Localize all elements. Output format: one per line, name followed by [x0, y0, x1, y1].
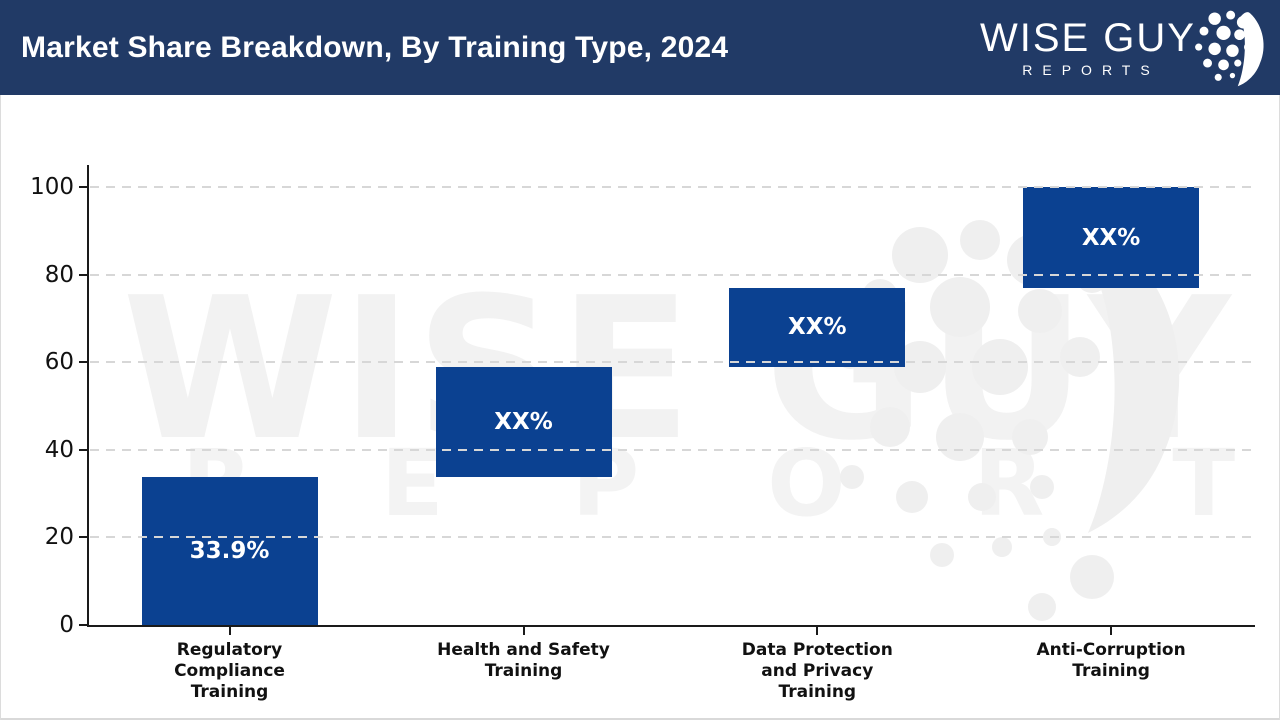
- x-axis-category-label: Anti-Corruption Training: [961, 640, 1261, 682]
- x-tick-mark: [816, 627, 819, 635]
- x-axis-category-label: Regulatory Compliance Training: [80, 640, 380, 703]
- y-tick-label: 100: [30, 174, 74, 200]
- x-axis-category-line: and Privacy: [761, 661, 874, 681]
- gridline: [90, 536, 1254, 539]
- y-tick-mark: [79, 624, 88, 626]
- x-axis-category-line: Training: [778, 682, 857, 702]
- gridline: [90, 361, 1254, 364]
- brand-logo-text: WISE GUY REPORTS: [980, 18, 1196, 78]
- page-title: Market Share Breakdown, By Training Type…: [21, 30, 729, 64]
- bar-segment: XX%: [435, 366, 612, 477]
- x-axis-category-line: Training: [1072, 661, 1150, 681]
- bar-segment: 33.9%: [141, 476, 318, 625]
- x-axis-category-line: Training: [190, 682, 269, 702]
- x-axis-category-line: Regulatory: [176, 640, 283, 660]
- x-axis-category-label: Data Protection and Privacy Training: [667, 640, 967, 703]
- header: Market Share Breakdown, By Training Type…: [0, 0, 1280, 95]
- y-tick-mark: [79, 273, 88, 276]
- bar-segment: XX%: [1023, 187, 1200, 289]
- y-tick-label: 80: [44, 261, 74, 288]
- bar-value-label: 33.9%: [189, 537, 270, 564]
- x-axis-category-line: Health and Safety: [437, 640, 610, 660]
- brand-logo: WISE GUY REPORTS: [980, 4, 1268, 92]
- y-tick-mark: [79, 361, 88, 364]
- bar-value-label: XX%: [788, 314, 847, 341]
- x-axis-line: [87, 625, 1255, 627]
- x-axis-category-line: Anti-Corruption: [1036, 640, 1186, 660]
- y-tick-label: 40: [44, 436, 74, 463]
- x-axis-category-line: Compliance: [174, 661, 285, 681]
- x-tick-mark: [228, 627, 231, 635]
- x-tick-mark: [1110, 627, 1113, 635]
- x-axis-category-line: Data Protection: [741, 640, 893, 660]
- logo-head-dots-icon: [1195, 10, 1264, 87]
- y-axis-line: [87, 165, 89, 627]
- bar-value-label: XX%: [1081, 224, 1141, 251]
- gridline: [90, 448, 1254, 451]
- y-tick-mark: [79, 186, 88, 188]
- y-tick-label: 20: [44, 524, 74, 551]
- y-tick-mark: [79, 536, 88, 539]
- bottom-edge-line: [0, 718, 1280, 720]
- bar-segment: XX%: [729, 288, 906, 367]
- x-axis-category-label: Health and Safety Training: [374, 640, 674, 682]
- bar-value-label: XX%: [494, 408, 553, 435]
- logo-reports-label: REPORTS: [1022, 62, 1160, 78]
- y-tick-label: 60: [44, 349, 74, 376]
- logo-wiseguy-label: WISE GUY: [979, 16, 1196, 60]
- gridline: [90, 186, 1254, 188]
- x-tick-mark: [522, 627, 525, 635]
- x-axis-category-line: Training: [484, 661, 563, 681]
- left-edge-line: [0, 95, 1, 720]
- gridline: [90, 273, 1254, 276]
- y-tick-label: 0: [59, 612, 74, 638]
- y-tick-mark: [79, 448, 88, 451]
